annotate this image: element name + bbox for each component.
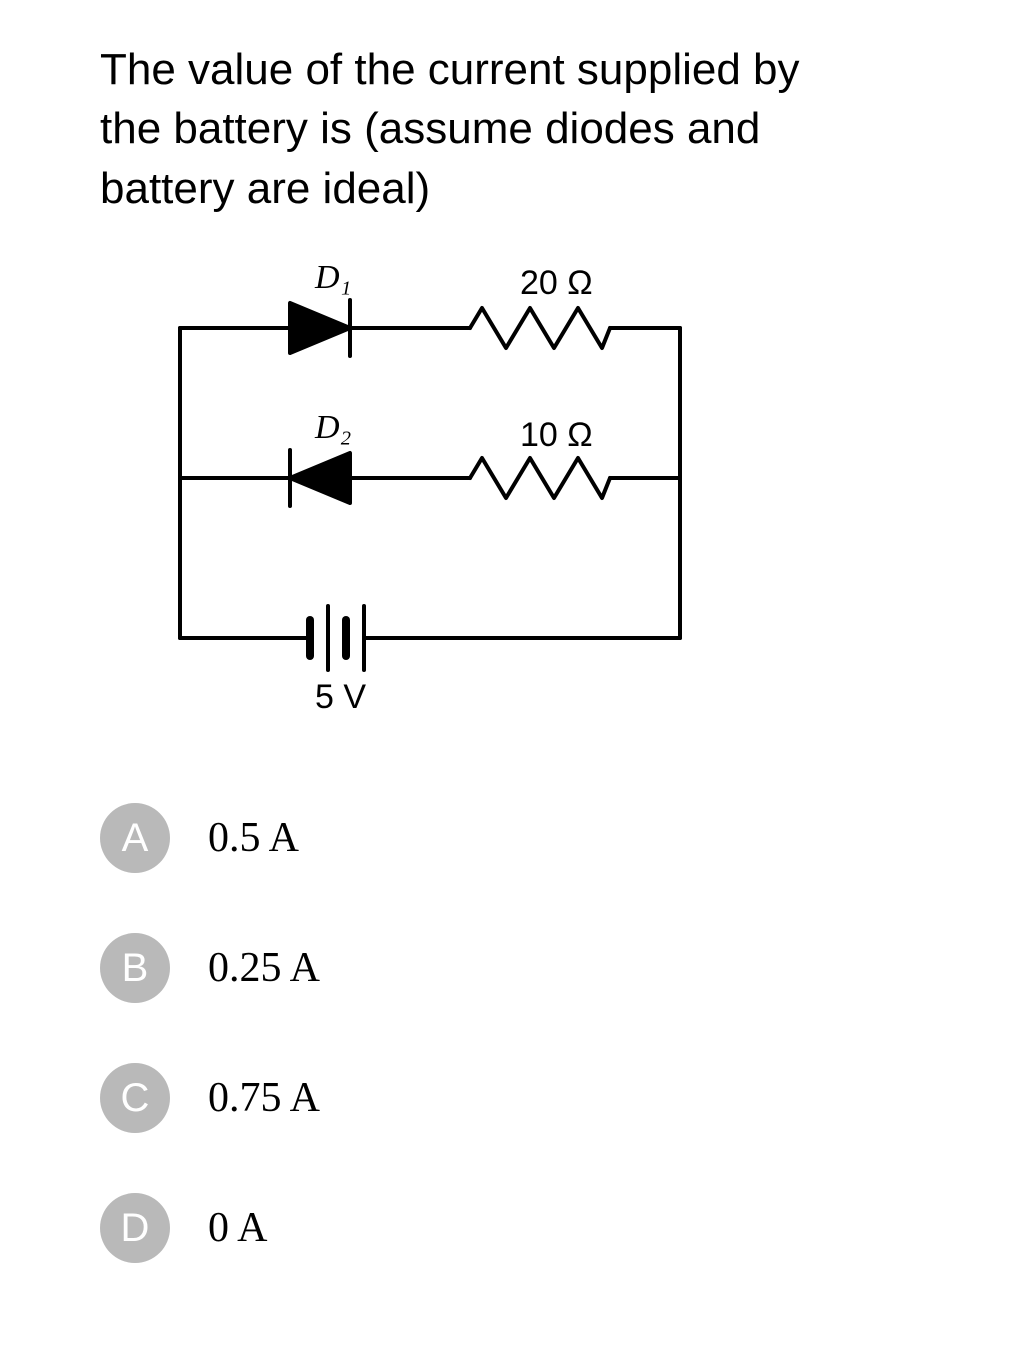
question-text: The value of the current supplied by the… [100,40,964,218]
option-b[interactable]: B 0.25 A [100,933,964,1003]
option-badge-b: B [100,933,170,1003]
option-d[interactable]: D 0 A [100,1193,964,1263]
question-line-1: The value of the current supplied by [100,45,800,94]
option-badge-c: C [100,1063,170,1133]
diode-d1-triangle [290,303,350,353]
question-line-3: battery are ideal) [100,164,430,213]
resistor-20 [470,308,610,348]
label-d1: D₁ [314,259,351,296]
option-badge-d: D [100,1193,170,1263]
option-badge-a: A [100,803,170,873]
question-line-2: the battery is (assume diodes and [100,104,760,153]
option-a[interactable]: A 0.5 A [100,803,964,873]
option-text-a: 0.5 A [208,814,299,862]
diode-d2-triangle [290,453,350,503]
label-d2: D₂ [314,409,351,446]
label-r1: 20 Ω [520,264,593,302]
option-text-c: 0.75 A [208,1074,320,1122]
option-c[interactable]: C 0.75 A [100,1063,964,1133]
options-list: A 0.5 A B 0.25 A C 0.75 A D 0 A [100,803,964,1263]
circuit-diagram: D₁ 20 Ω D₂ 10 Ω 5 V [120,238,760,738]
option-text-d: 0 A [208,1204,268,1252]
resistor-10 [470,458,610,498]
label-r2: 10 Ω [520,416,593,454]
page: The value of the current supplied by the… [0,0,1024,1303]
label-voltage: 5 V [315,678,366,716]
option-text-b: 0.25 A [208,944,320,992]
